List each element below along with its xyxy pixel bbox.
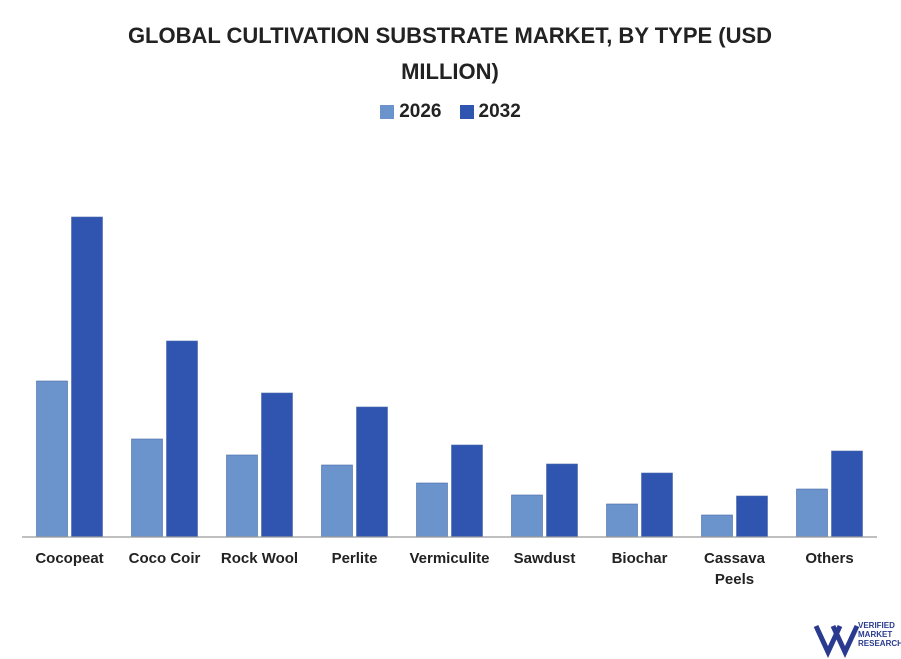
bar <box>71 216 103 538</box>
chart-title: GLOBAL CULTIVATION SUBSTRATE MARKET, BY … <box>127 23 773 84</box>
legend-item: 2026 <box>380 101 442 123</box>
legend-label: 2032 <box>478 101 521 122</box>
bar <box>321 464 353 538</box>
bar <box>701 514 733 538</box>
legend-item: 2032 <box>459 101 521 123</box>
x-tick-label: Biochar <box>611 550 668 567</box>
bar <box>831 450 863 538</box>
bar <box>261 392 293 538</box>
bar <box>606 503 638 538</box>
bar <box>356 406 388 538</box>
x-tick-label: Perlite <box>331 550 378 567</box>
x-tick-label: Cassava Peels <box>704 550 765 588</box>
x-tick-label: Coco Coir <box>128 550 201 567</box>
x-tick-label: Others <box>805 550 854 567</box>
bar <box>511 494 543 538</box>
logo-text: MARKET <box>858 630 893 639</box>
legend-label: 2026 <box>399 101 442 122</box>
bar <box>166 340 198 538</box>
bar <box>641 472 673 538</box>
x-tick-label: Sawdust <box>513 550 576 567</box>
legend-swatch <box>459 105 474 119</box>
x-tick-label: Rock Wool <box>220 550 299 567</box>
bar <box>546 463 578 538</box>
x-tick-label: Vermiculite <box>409 550 490 567</box>
logo-text: RESEARCH <box>858 639 901 648</box>
bar <box>796 488 828 538</box>
x-tick-label: Cocopeat <box>35 550 104 567</box>
legend: 2026 2032 <box>0 101 901 123</box>
legend-swatch <box>380 105 395 119</box>
bar <box>451 444 483 538</box>
logo: VERIFIED MARKET RESEARCH <box>858 621 901 648</box>
logo-text: VERIFIED <box>858 621 895 630</box>
bar <box>226 454 258 538</box>
bar <box>131 438 163 538</box>
bar <box>36 380 68 538</box>
bar <box>416 482 448 538</box>
bar <box>736 495 768 538</box>
